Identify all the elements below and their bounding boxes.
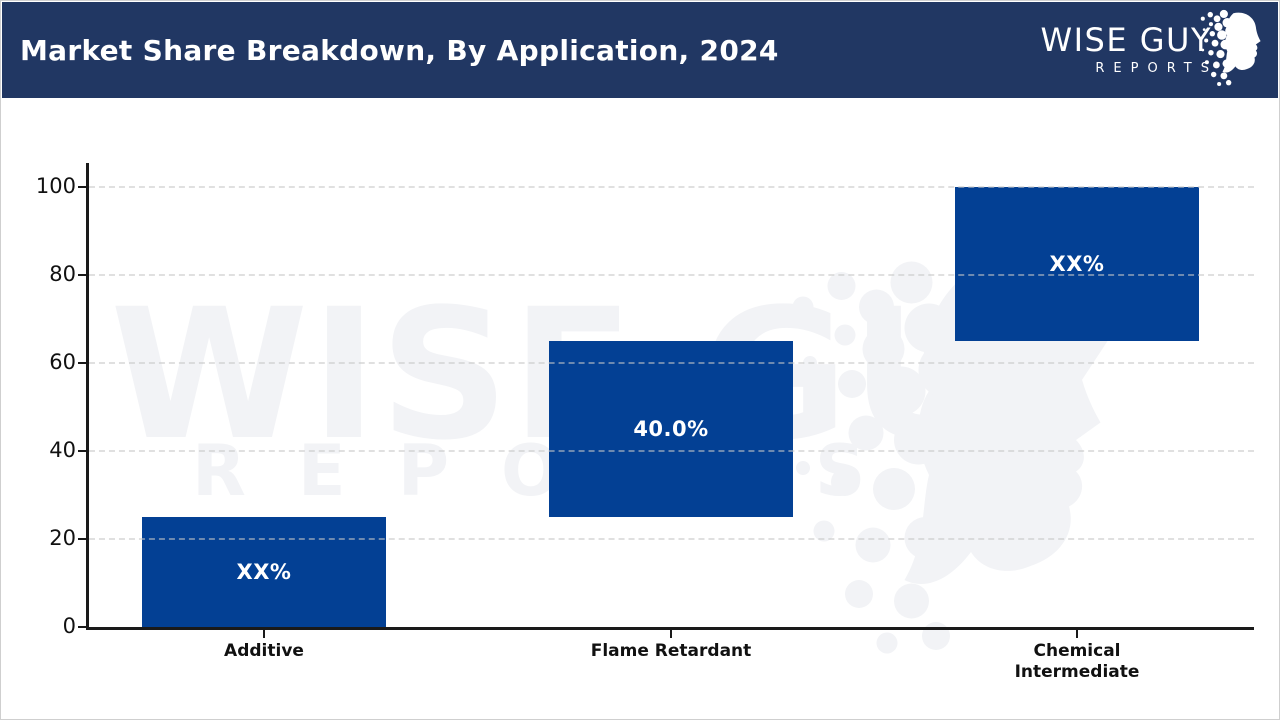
y-axis-tick-label-60: 60 (49, 350, 76, 374)
bar-chemical-intermediate: XX% (955, 187, 1199, 341)
y-axis-tick-label-80: 80 (49, 262, 76, 286)
logo-dotted-face-icon (1200, 9, 1261, 87)
y-axis-tick-label-0: 0 (62, 614, 76, 638)
bar-flame-retardant: 40.0% (549, 341, 793, 517)
x-axis-tick-chemical-intermediate (1076, 630, 1078, 638)
x-axis-label-chemical-intermediate: Chemical Intermediate (1014, 641, 1140, 682)
gridline-40 (89, 450, 1254, 452)
x-axis-tick-flame-retardant (670, 630, 672, 638)
y-axis-tick-label-20: 20 (49, 526, 76, 550)
wise-guy-logo: WISE GUY REPORTS (1040, 2, 1264, 98)
header-bar: Market Share Breakdown, By Application, … (2, 2, 1278, 98)
logo-wordmark-line1: WISE GUY (1040, 21, 1212, 59)
bar-value-label-chemical-intermediate: XX% (1049, 252, 1105, 276)
gridline-20 (89, 538, 1254, 540)
x-axis-line (86, 627, 1254, 630)
bar-value-label-flame-retardant: 40.0% (633, 417, 709, 441)
logo-wordmark-line2: REPORTS (1095, 61, 1218, 76)
gridline-100 (89, 186, 1254, 188)
y-axis-line (86, 163, 89, 630)
y-axis-tick-60 (78, 362, 86, 364)
y-axis-tick-100 (78, 186, 86, 188)
y-axis-tick-80 (78, 274, 86, 276)
x-axis-label-additive: Additive (224, 641, 304, 661)
logo-wordmark: WISE GUY REPORTS (1040, 24, 1212, 76)
gridline-80 (89, 274, 1254, 276)
page-title: Market Share Breakdown, By Application, … (20, 33, 779, 67)
x-axis-tick-additive (263, 630, 265, 638)
y-axis-tick-40 (78, 450, 86, 452)
watermark-dotted-face-icon (792, 261, 1101, 654)
bar-value-label-additive: XX% (236, 560, 292, 584)
y-axis-tick-label-40: 40 (49, 438, 76, 462)
y-axis-tick-20 (78, 538, 86, 540)
x-axis-label-flame-retardant: Flame Retardant (590, 641, 752, 661)
y-axis-tick-0 (78, 626, 86, 628)
y-axis-tick-label-100: 100 (35, 174, 76, 198)
gridline-60 (89, 362, 1254, 364)
bar-additive: XX% (142, 517, 386, 627)
